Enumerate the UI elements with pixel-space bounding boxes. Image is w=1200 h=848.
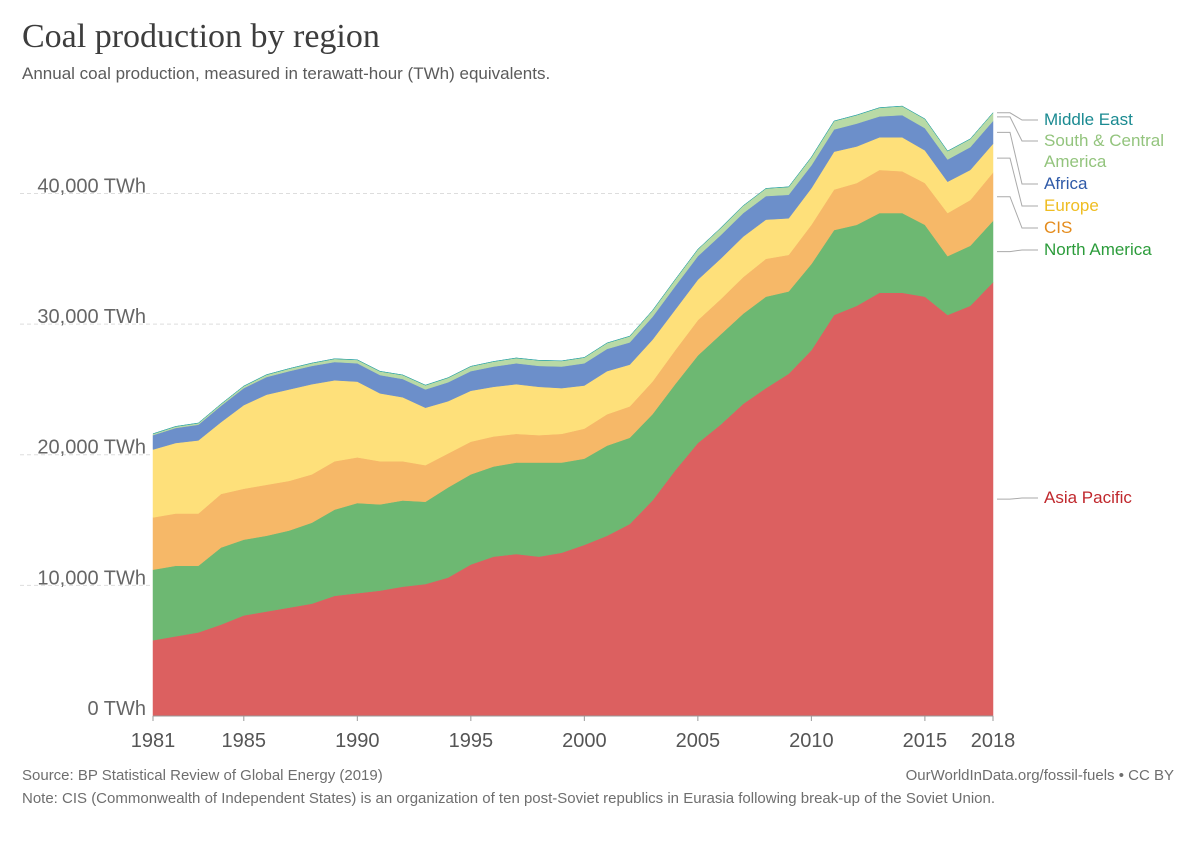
connector <box>997 196 1038 229</box>
x-tick-label: 2005 <box>676 730 721 752</box>
area <box>152 105 994 435</box>
y-tick-label: 10,000 TWh <box>37 567 146 589</box>
legend-label: Asia Pacific <box>1044 488 1132 507</box>
legend-label: Africa <box>1044 174 1088 193</box>
x-tick-label: 1995 <box>449 730 494 752</box>
connector <box>997 157 1038 207</box>
connector <box>997 497 1038 500</box>
connector <box>997 249 1038 253</box>
x-tick-label: 1990 <box>335 730 380 752</box>
chart-title: Coal production by region <box>22 18 380 55</box>
x-tick-label: 2000 <box>562 730 607 752</box>
x-tick-label: 2010 <box>789 730 834 752</box>
y-tick-label: 40,000 TWh <box>37 175 146 197</box>
y-tick-label: 20,000 TWh <box>37 437 146 459</box>
connector <box>997 112 1038 121</box>
y-tick-label: 0 TWh <box>87 698 146 720</box>
x-tick-label: 2015 <box>903 730 948 752</box>
note: Note: CIS (Commonwealth of Independent S… <box>22 790 996 807</box>
connector <box>997 131 1038 185</box>
connector <box>997 116 1038 142</box>
x-tick-label: 1981 <box>131 730 176 752</box>
legend-label: Middle East <box>1044 110 1133 129</box>
x-tick-label: 2018 <box>971 730 1016 752</box>
legend-label: North America <box>1044 240 1152 259</box>
legend-label: South & Central America <box>1044 131 1165 171</box>
source: Source: BP Statistical Review of Global … <box>22 767 383 784</box>
url: OurWorldInData.org/fossil-fuels • CC BY <box>905 767 1174 784</box>
legend-label: CIS <box>1044 218 1073 237</box>
y-tick-label: 30,000 TWh <box>37 306 146 328</box>
chart-subtitle: Annual coal production, measured in tera… <box>22 64 551 83</box>
legend-label: Europe <box>1044 196 1099 215</box>
x-tick-label: 1985 <box>222 730 267 752</box>
